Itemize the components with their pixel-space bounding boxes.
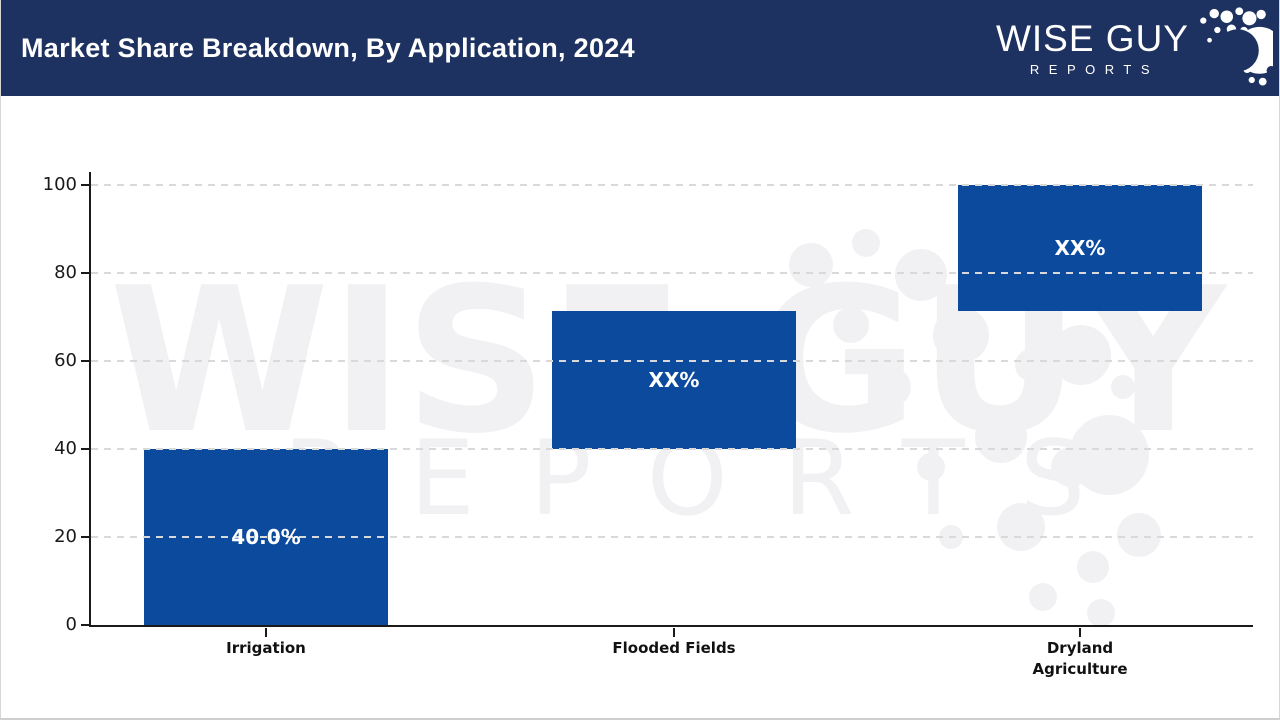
xtick-mark-flooded-fields — [673, 628, 675, 637]
ytick-label-20: 20 — [54, 526, 77, 547]
logo-name: WISE GUY — [995, 18, 1189, 59]
bar-value-label-dryland-agriculture: XX% — [1054, 235, 1106, 260]
ytick-mark-100 — [81, 184, 89, 186]
xtick-label-line: Irrigation — [226, 639, 306, 657]
bar-dryland-agriculture — [958, 185, 1202, 311]
ytick-mark-0 — [81, 624, 89, 626]
logo-text: WISE GUY REPORTS — [996, 20, 1189, 76]
header-bar: Market Share Breakdown, By Application, … — [1, 0, 1279, 96]
gridline-100 — [91, 184, 1253, 186]
logo-subtitle: REPORTS — [1029, 62, 1160, 77]
ytick-mark-20 — [81, 536, 89, 538]
gridline-40 — [91, 448, 1253, 450]
bar-flooded-fields — [552, 310, 796, 449]
xtick-mark-dryland-agriculture — [1079, 628, 1081, 637]
xtick-mark-irrigation — [265, 628, 267, 637]
ytick-mark-40 — [81, 448, 89, 450]
wise-guy-reports-logo: WISE GUY REPORTS — [996, 0, 1273, 96]
page-title: Market Share Breakdown, By Application, … — [21, 32, 635, 63]
plot-area: 0 20 40 60 80 100 40.0% Irrigation XX% Flooded Fi… — [43, 172, 1253, 678]
xtick-label-irrigation: Irrigation — [156, 638, 376, 659]
xtick-label-dryland-agriculture: Dryland Agriculture — [970, 638, 1190, 680]
bar-value-label-flooded-fields: XX% — [648, 367, 700, 392]
ytick-label-80: 80 — [54, 262, 77, 283]
ytick-mark-80 — [81, 272, 89, 274]
gridline-80 — [91, 272, 1253, 274]
xtick-label-flooded-fields: Flooded Fields — [564, 638, 784, 659]
gridline-20 — [91, 536, 1253, 538]
ytick-label-60: 60 — [54, 350, 77, 371]
ytick-label-40: 40 — [54, 438, 77, 459]
ytick-mark-60 — [81, 360, 89, 362]
ytick-label-0: 0 — [65, 614, 77, 635]
bar-value-label-irrigation: 40.0% — [231, 525, 301, 549]
logo-face-icon — [1200, 7, 1273, 86]
xtick-label-line: Agriculture — [1032, 660, 1128, 678]
gridline-60 — [91, 360, 1253, 362]
xtick-label-line: Flooded Fields — [612, 639, 736, 657]
ytick-label-100: 100 — [42, 174, 77, 195]
xtick-label-line: Dryland — [1046, 639, 1114, 657]
